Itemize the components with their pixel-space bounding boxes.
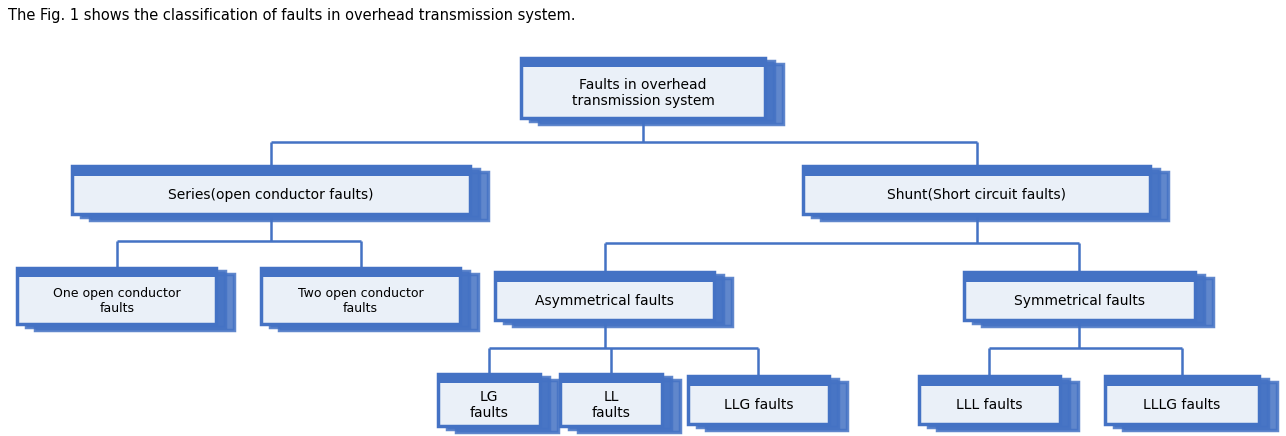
FancyBboxPatch shape bbox=[577, 380, 680, 432]
FancyBboxPatch shape bbox=[521, 58, 765, 118]
FancyBboxPatch shape bbox=[688, 376, 829, 424]
Bar bbox=[72, 166, 469, 176]
FancyBboxPatch shape bbox=[261, 268, 460, 324]
FancyBboxPatch shape bbox=[530, 61, 774, 121]
Text: LLLG faults: LLLG faults bbox=[1143, 398, 1220, 412]
Text: One open conductor
faults: One open conductor faults bbox=[53, 287, 181, 315]
Bar bbox=[18, 268, 216, 277]
Bar bbox=[804, 166, 1150, 176]
FancyBboxPatch shape bbox=[72, 166, 469, 214]
FancyBboxPatch shape bbox=[919, 376, 1060, 424]
FancyBboxPatch shape bbox=[928, 379, 1069, 427]
Text: Faults in overhead
transmission system: Faults in overhead transmission system bbox=[571, 78, 715, 108]
Text: Asymmetrical faults: Asymmetrical faults bbox=[535, 294, 674, 308]
FancyBboxPatch shape bbox=[1105, 376, 1259, 424]
FancyBboxPatch shape bbox=[513, 278, 732, 326]
FancyBboxPatch shape bbox=[981, 278, 1213, 326]
FancyBboxPatch shape bbox=[27, 271, 225, 327]
Text: LL
faults: LL faults bbox=[592, 390, 630, 420]
Bar bbox=[919, 376, 1060, 386]
Text: LLL faults: LLL faults bbox=[957, 398, 1022, 412]
FancyBboxPatch shape bbox=[963, 272, 1195, 320]
Bar bbox=[688, 376, 829, 386]
FancyBboxPatch shape bbox=[539, 64, 783, 124]
FancyBboxPatch shape bbox=[706, 382, 847, 430]
FancyBboxPatch shape bbox=[813, 169, 1159, 217]
FancyBboxPatch shape bbox=[279, 274, 478, 330]
FancyBboxPatch shape bbox=[1114, 379, 1268, 427]
FancyBboxPatch shape bbox=[697, 379, 838, 427]
FancyBboxPatch shape bbox=[504, 275, 723, 323]
Bar bbox=[559, 374, 662, 384]
Bar bbox=[437, 374, 540, 384]
Text: LG
faults: LG faults bbox=[469, 390, 508, 420]
FancyBboxPatch shape bbox=[972, 275, 1204, 323]
Bar bbox=[521, 58, 765, 67]
Bar bbox=[261, 268, 460, 277]
FancyBboxPatch shape bbox=[81, 169, 478, 217]
FancyBboxPatch shape bbox=[495, 272, 714, 320]
Text: Symmetrical faults: Symmetrical faults bbox=[1013, 294, 1145, 308]
FancyBboxPatch shape bbox=[804, 166, 1150, 214]
FancyBboxPatch shape bbox=[1123, 382, 1277, 430]
Text: The Fig. 1 shows the classification of faults in overhead transmission system.: The Fig. 1 shows the classification of f… bbox=[8, 8, 575, 23]
FancyBboxPatch shape bbox=[18, 268, 216, 324]
FancyBboxPatch shape bbox=[559, 374, 662, 426]
FancyBboxPatch shape bbox=[36, 274, 234, 330]
Text: Two open conductor
faults: Two open conductor faults bbox=[298, 287, 423, 315]
FancyBboxPatch shape bbox=[937, 382, 1078, 430]
FancyBboxPatch shape bbox=[437, 374, 540, 426]
FancyBboxPatch shape bbox=[270, 271, 469, 327]
Bar bbox=[495, 272, 714, 282]
Text: Series(open conductor faults): Series(open conductor faults) bbox=[168, 187, 374, 201]
Text: LLG faults: LLG faults bbox=[724, 398, 793, 412]
Bar bbox=[963, 272, 1195, 282]
Text: Shunt(Short circuit faults): Shunt(Short circuit faults) bbox=[887, 187, 1066, 201]
FancyBboxPatch shape bbox=[568, 377, 671, 429]
FancyBboxPatch shape bbox=[90, 172, 487, 220]
FancyBboxPatch shape bbox=[446, 377, 549, 429]
Bar bbox=[1105, 376, 1259, 386]
FancyBboxPatch shape bbox=[822, 172, 1168, 220]
FancyBboxPatch shape bbox=[455, 380, 558, 432]
